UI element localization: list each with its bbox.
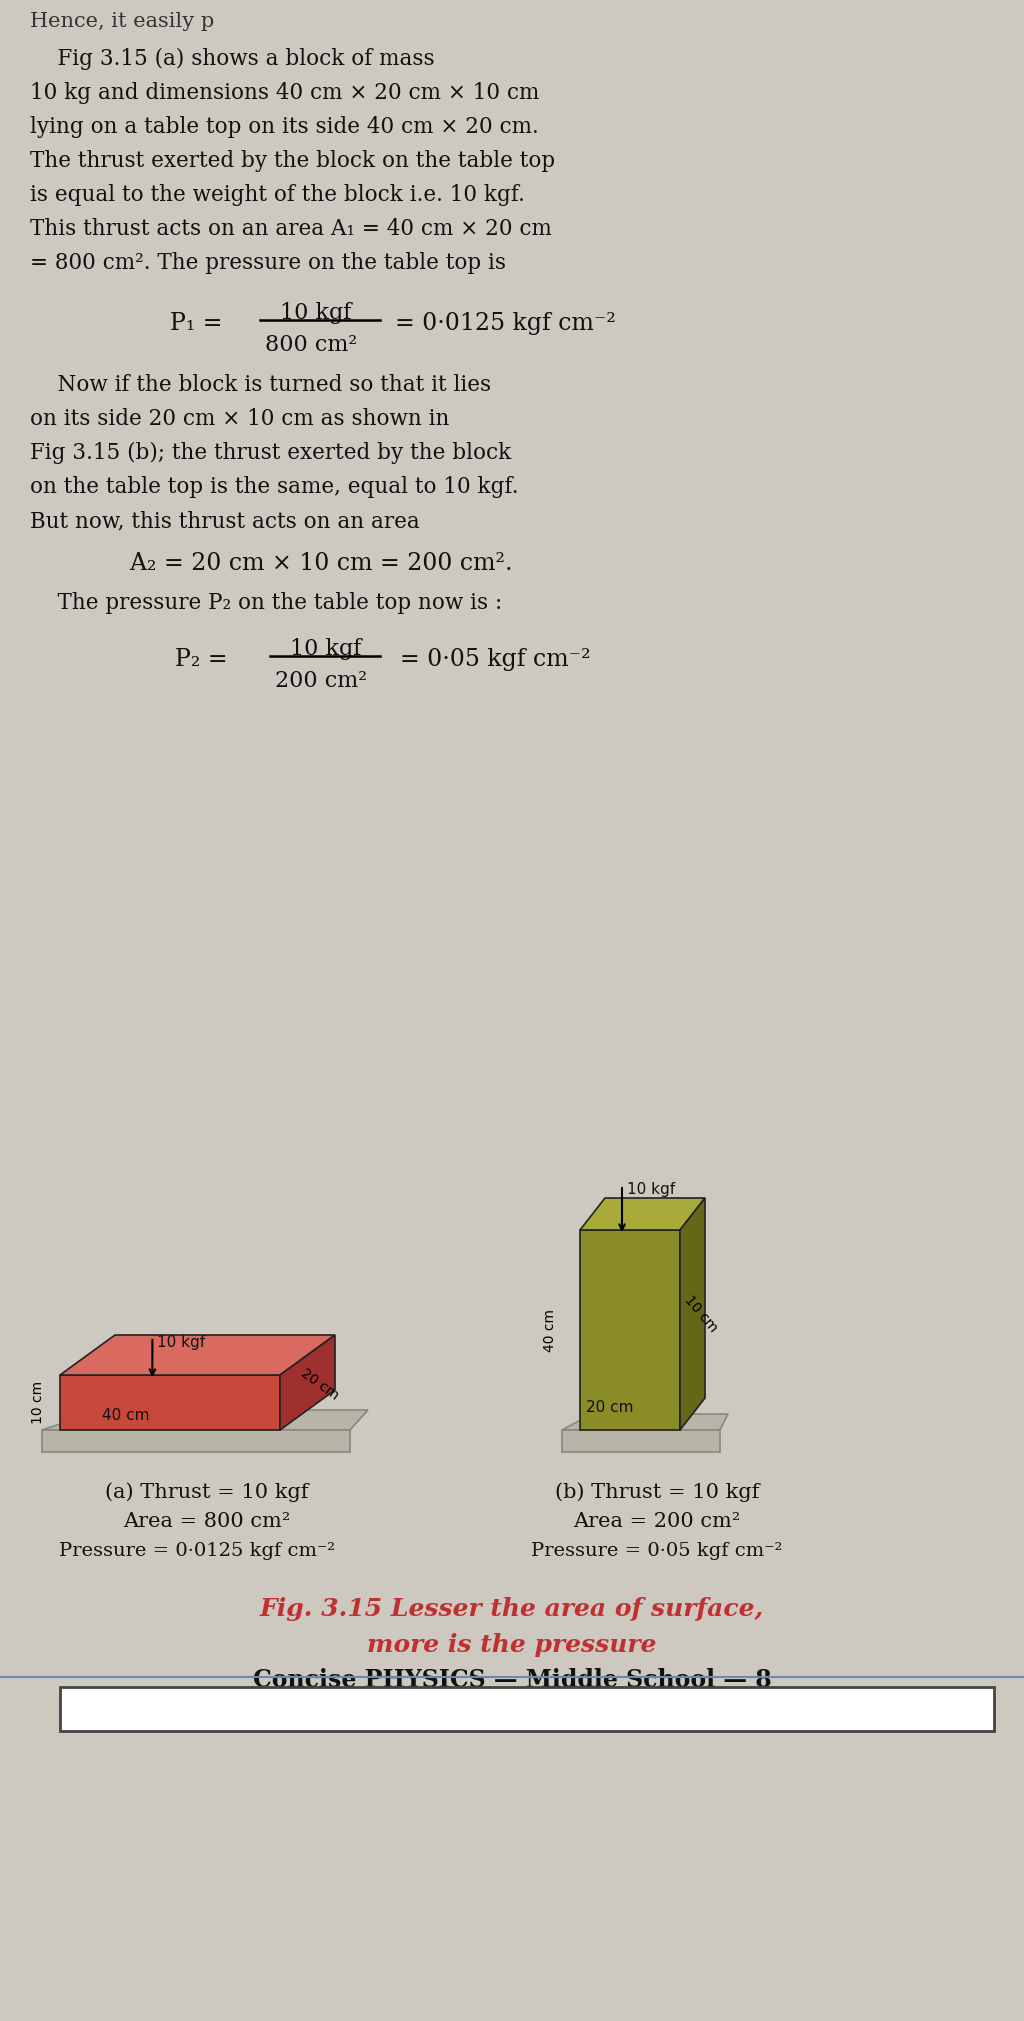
Text: Fig. 3.15 Lesser the area of surface,: Fig. 3.15 Lesser the area of surface, — [260, 1597, 764, 1621]
Polygon shape — [60, 1336, 335, 1374]
Text: = 0·0125 kgf cm⁻²: = 0·0125 kgf cm⁻² — [395, 311, 615, 335]
Text: Pressure = 0·05 kgf cm⁻²: Pressure = 0·05 kgf cm⁻² — [531, 1542, 782, 1560]
Text: 10 kgf: 10 kgf — [158, 1336, 206, 1350]
Text: (b) Thrust = 10 kgf: (b) Thrust = 10 kgf — [555, 1481, 759, 1502]
Text: 200 cm²: 200 cm² — [275, 671, 367, 691]
Text: Fig 3.15 (b); the thrust exerted by the block: Fig 3.15 (b); the thrust exerted by the … — [30, 443, 511, 465]
Text: Concise PHYSICS — Middle School — 8: Concise PHYSICS — Middle School — 8 — [253, 1667, 771, 1692]
Polygon shape — [580, 1198, 705, 1231]
Text: Area = 200 cm²: Area = 200 cm² — [573, 1512, 740, 1532]
Text: on the table top is the same, equal to 10 kgf.: on the table top is the same, equal to 1… — [30, 477, 518, 497]
Text: 40 cm: 40 cm — [102, 1407, 150, 1423]
Text: 20 cm: 20 cm — [587, 1401, 634, 1415]
Polygon shape — [580, 1231, 680, 1431]
Text: 10 cm: 10 cm — [682, 1293, 721, 1336]
Text: = 800 cm². The pressure on the table top is: = 800 cm². The pressure on the table top… — [30, 253, 506, 275]
Text: 800 cm²: 800 cm² — [265, 333, 357, 356]
Text: Fig 3.15 (a) shows a block of mass: Fig 3.15 (a) shows a block of mass — [30, 49, 434, 71]
Text: But now, this thrust acts on an area: But now, this thrust acts on an area — [30, 509, 420, 532]
FancyBboxPatch shape — [60, 1688, 994, 1732]
Polygon shape — [562, 1431, 720, 1451]
Text: The pressure P₂ on the table top now is :: The pressure P₂ on the table top now is … — [30, 592, 502, 614]
Text: more is the pressure: more is the pressure — [368, 1633, 656, 1657]
Text: 10 cm: 10 cm — [31, 1380, 45, 1425]
Polygon shape — [42, 1411, 368, 1431]
Text: P₂ =: P₂ = — [175, 649, 236, 671]
Text: 10 kg and dimensions 40 cm × 20 cm × 10 cm: 10 kg and dimensions 40 cm × 20 cm × 10 … — [30, 83, 540, 103]
Text: Hence, it easily p: Hence, it easily p — [30, 12, 214, 30]
Text: P₁ =: P₁ = — [170, 311, 230, 335]
Text: on its side 20 cm × 10 cm as shown in: on its side 20 cm × 10 cm as shown in — [30, 408, 450, 430]
Text: The thrust exerted by the block on the table top: The thrust exerted by the block on the t… — [30, 150, 555, 172]
Text: is equal to the weight of the block i.e. 10 kgf.: is equal to the weight of the block i.e.… — [30, 184, 525, 206]
Text: = 0·05 kgf cm⁻²: = 0·05 kgf cm⁻² — [400, 649, 591, 671]
Text: lying on a table top on its side 40 cm × 20 cm.: lying on a table top on its side 40 cm ×… — [30, 115, 539, 137]
Text: A₂ = 20 cm × 10 cm = 200 cm².: A₂ = 20 cm × 10 cm = 200 cm². — [100, 552, 513, 576]
Text: This thrust acts on an area A₁ = 40 cm × 20 cm: This thrust acts on an area A₁ = 40 cm ×… — [30, 218, 552, 240]
Text: 40 cm: 40 cm — [543, 1308, 557, 1352]
Text: Area = 800 cm²: Area = 800 cm² — [123, 1512, 291, 1532]
Polygon shape — [680, 1198, 705, 1431]
Text: 20 cm: 20 cm — [298, 1366, 341, 1403]
Polygon shape — [42, 1431, 350, 1451]
Polygon shape — [60, 1374, 280, 1431]
Text: (a) Thrust = 10 kgf: (a) Thrust = 10 kgf — [105, 1481, 309, 1502]
Text: 10 kgf: 10 kgf — [280, 301, 351, 323]
Text: 10 kgf: 10 kgf — [290, 639, 361, 661]
Text: Now if the block is turned so that it lies: Now if the block is turned so that it li… — [30, 374, 492, 396]
Polygon shape — [280, 1336, 335, 1431]
Polygon shape — [562, 1415, 728, 1431]
Text: 10 kgf: 10 kgf — [627, 1182, 675, 1196]
Text: Pressure = 0·0125 kgf cm⁻²: Pressure = 0·0125 kgf cm⁻² — [59, 1542, 335, 1560]
